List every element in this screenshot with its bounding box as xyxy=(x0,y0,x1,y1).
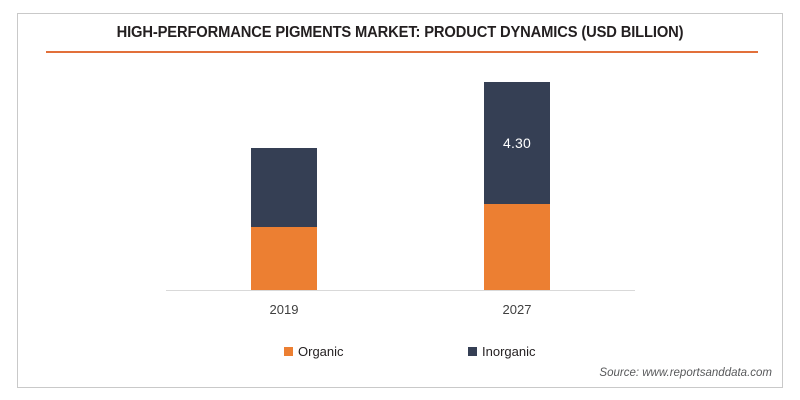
chart-card: HIGH-PERFORMANCE PIGMENTS MARKET: PRODUC… xyxy=(17,13,783,388)
stacked-bar-2019[interactable] xyxy=(251,148,317,290)
bar-segment-2019-organic[interactable] xyxy=(251,227,317,290)
bar-segment-2019-inorganic[interactable] xyxy=(251,148,317,227)
legend-item-inorganic[interactable]: Inorganic xyxy=(468,344,535,359)
legend-label-inorganic: Inorganic xyxy=(482,344,536,359)
legend-swatch-inorganic-icon xyxy=(468,347,477,356)
stacked-bar-2027[interactable]: 4.30 xyxy=(484,82,550,290)
x-axis-line xyxy=(166,290,635,291)
x-tick-label-2019: 2019 xyxy=(269,302,299,317)
source-attribution: Source: www.reportsanddata.com xyxy=(599,367,772,379)
chart-legend: Organic Inorganic xyxy=(18,344,782,364)
x-tick-label-2027: 2027 xyxy=(502,302,532,317)
title-underline-rule xyxy=(46,51,758,53)
legend-item-organic[interactable]: Organic xyxy=(284,344,344,359)
chart-title: HIGH-PERFORMANCE PIGMENTS MARKET: PRODUC… xyxy=(116,24,684,41)
bar-value-label-2027-inorganic: 4.30 xyxy=(502,135,532,151)
bar-group-2027[interactable]: 4.30 xyxy=(484,82,550,290)
bar-segment-2027-inorganic[interactable]: 4.30 xyxy=(484,82,550,204)
plot-area: 2019 4.30 2027 xyxy=(18,59,782,317)
bar-group-2019[interactable] xyxy=(251,148,317,290)
bar-segment-2027-organic[interactable] xyxy=(484,204,550,290)
legend-label-organic: Organic xyxy=(298,344,344,359)
legend-swatch-organic-icon xyxy=(284,347,293,356)
